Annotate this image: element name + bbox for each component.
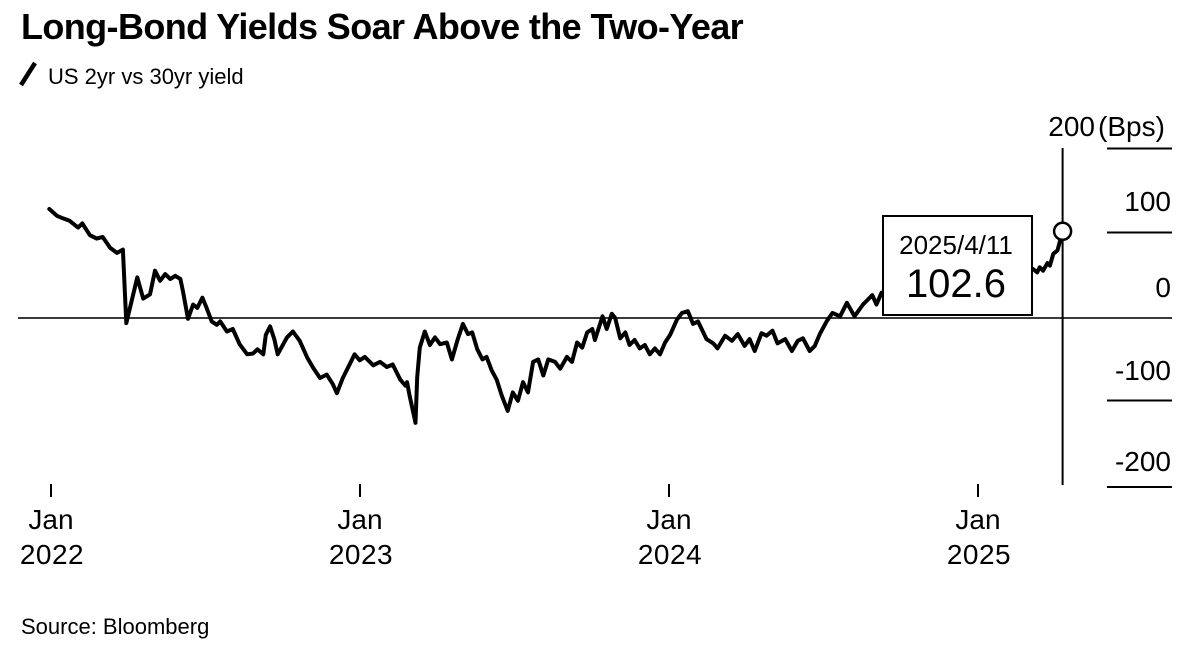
x-tick-year-2024: 2024: [638, 539, 702, 570]
x-tick-year-2022: 2022: [20, 539, 84, 570]
line-key-icon: [18, 61, 38, 93]
x-axis: Jan 2022 Jan 2023 Jan 2024 Jan 2025: [20, 484, 1011, 570]
x-tick-year-2023: 2023: [329, 539, 393, 570]
y-tick-label-neg200: -200: [1115, 446, 1171, 477]
callout-box: [882, 215, 1033, 316]
x-tick-year-2025: 2025: [947, 539, 1011, 570]
y-tick-label-200: 200: [1048, 111, 1095, 142]
y-tick-label-neg100: -100: [1115, 355, 1171, 386]
callout: 2025/4/11 102.6: [882, 215, 1033, 316]
legend-label: US 2yr vs 30yr yield: [48, 64, 244, 89]
page-title: Long-Bond Yields Soar Above the Two-Year: [21, 6, 744, 47]
y-tick-label-0: 0: [1155, 272, 1171, 303]
x-tick-month-2022: Jan: [28, 504, 73, 535]
y-axis-unit-label: (Bps): [1098, 111, 1165, 142]
x-tick-month-2025: Jan: [955, 504, 1000, 535]
last-point-marker: [1052, 221, 1073, 242]
legend: US 2yr vs 30yr yield: [18, 61, 244, 93]
callout-value: 102.6: [906, 262, 1006, 306]
source-note: Source: Bloomberg: [21, 614, 210, 639]
y-axis: 200 (Bps) 100 0 -100 -200: [1048, 111, 1172, 488]
series-line: [47, 207, 1065, 425]
y-tick-label-100: 100: [1124, 186, 1171, 217]
x-tick-month-2023: Jan: [337, 504, 382, 535]
x-tick-month-2024: Jan: [646, 504, 691, 535]
callout-date: 2025/4/11: [899, 230, 1013, 260]
